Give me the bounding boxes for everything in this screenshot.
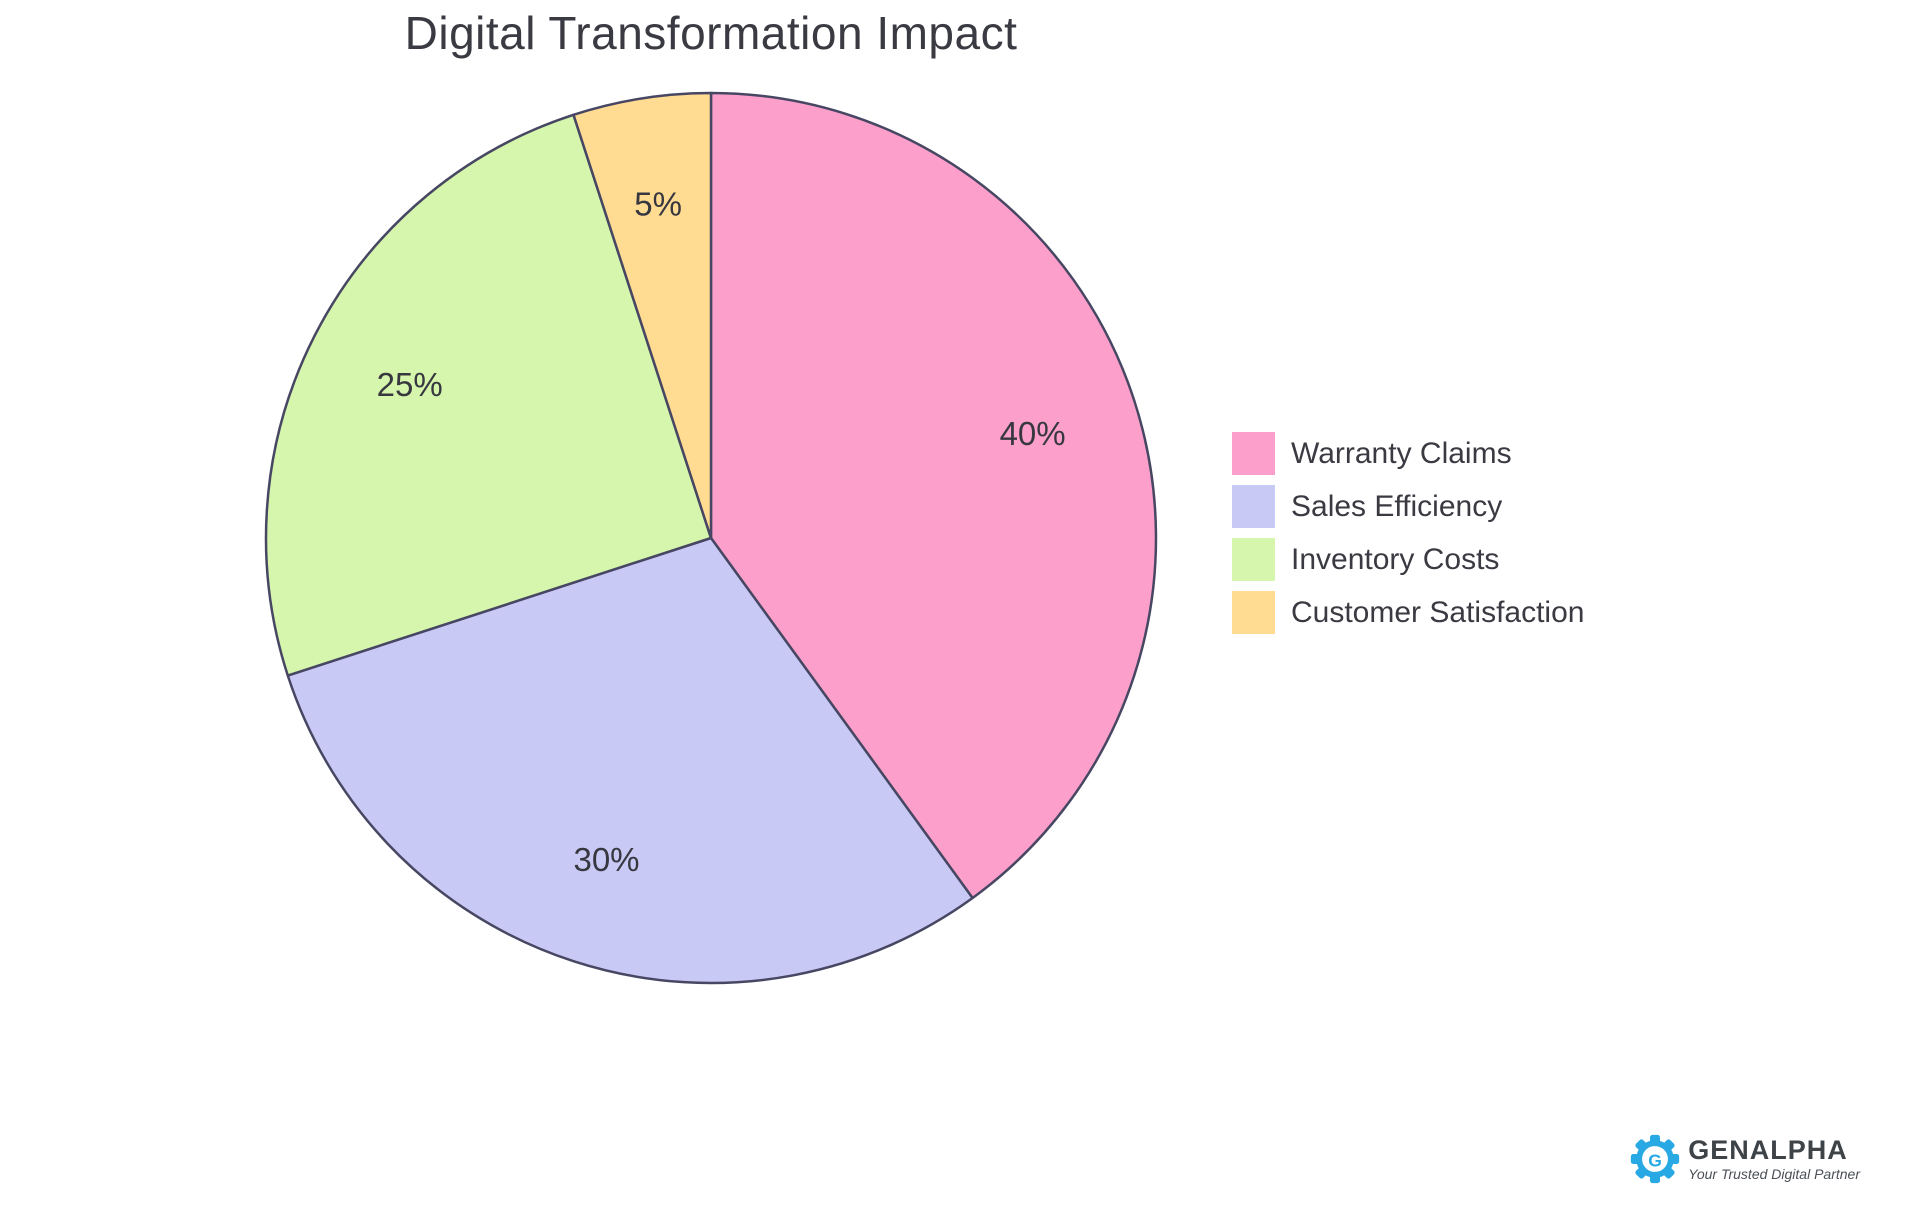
legend-label-sales-efficiency: Sales Efficiency bbox=[1291, 489, 1503, 523]
pie-slice-label-inventory-costs: 25% bbox=[377, 366, 443, 403]
genalpha-gear-icon: G bbox=[1631, 1134, 1680, 1184]
legend-label-inventory-costs: Inventory Costs bbox=[1291, 542, 1500, 576]
pie-slice-inventory-costs bbox=[264, 113, 713, 677]
pie-chart-svg: 40% 30% 25% 5% bbox=[264, 91, 1158, 985]
pie-slice-label-sales-efficiency: 30% bbox=[573, 841, 639, 878]
legend-label-customer-satisfaction: Customer Satisfaction bbox=[1291, 595, 1585, 629]
legend-item-warranty-claims: Warranty Claims bbox=[1232, 432, 1584, 475]
legend-swatch-sales-efficiency bbox=[1232, 485, 1275, 528]
legend-label-warranty-claims: Warranty Claims bbox=[1291, 436, 1512, 470]
legend-swatch-customer-satisfaction bbox=[1232, 591, 1275, 634]
legend-item-sales-efficiency: Sales Efficiency bbox=[1232, 485, 1584, 528]
legend-item-customer-satisfaction: Customer Satisfaction bbox=[1232, 591, 1584, 634]
legend-swatch-inventory-costs bbox=[1232, 538, 1275, 581]
legend: Warranty Claims Sales Efficiency Inventory… bbox=[1232, 432, 1584, 634]
logo-name: GENALPHA bbox=[1688, 1134, 1848, 1165]
pie-slice-warranty-claims bbox=[709, 91, 1158, 900]
pie-slice-customer-satisfaction bbox=[572, 91, 713, 540]
pie-slice-label-customer-satisfaction: 5% bbox=[634, 186, 682, 223]
chart-title: Digital Transformation Impact bbox=[404, 7, 1018, 59]
pie-slice-sales-efficiency bbox=[286, 536, 974, 985]
pie-chart: 40% 30% 25% 5% bbox=[261, 88, 1161, 988]
genalpha-logo: G GENALPHA Your Trusted Digital Partner bbox=[1630, 1133, 1860, 1185]
pie-slice-label-warranty-claims: 40% bbox=[1000, 415, 1066, 452]
svg-text:G: G bbox=[1648, 1150, 1662, 1170]
legend-swatch-warranty-claims bbox=[1232, 432, 1275, 475]
legend-item-inventory-costs: Inventory Costs bbox=[1232, 538, 1584, 581]
logo-tagline: Your Trusted Digital Partner bbox=[1688, 1166, 1860, 1183]
